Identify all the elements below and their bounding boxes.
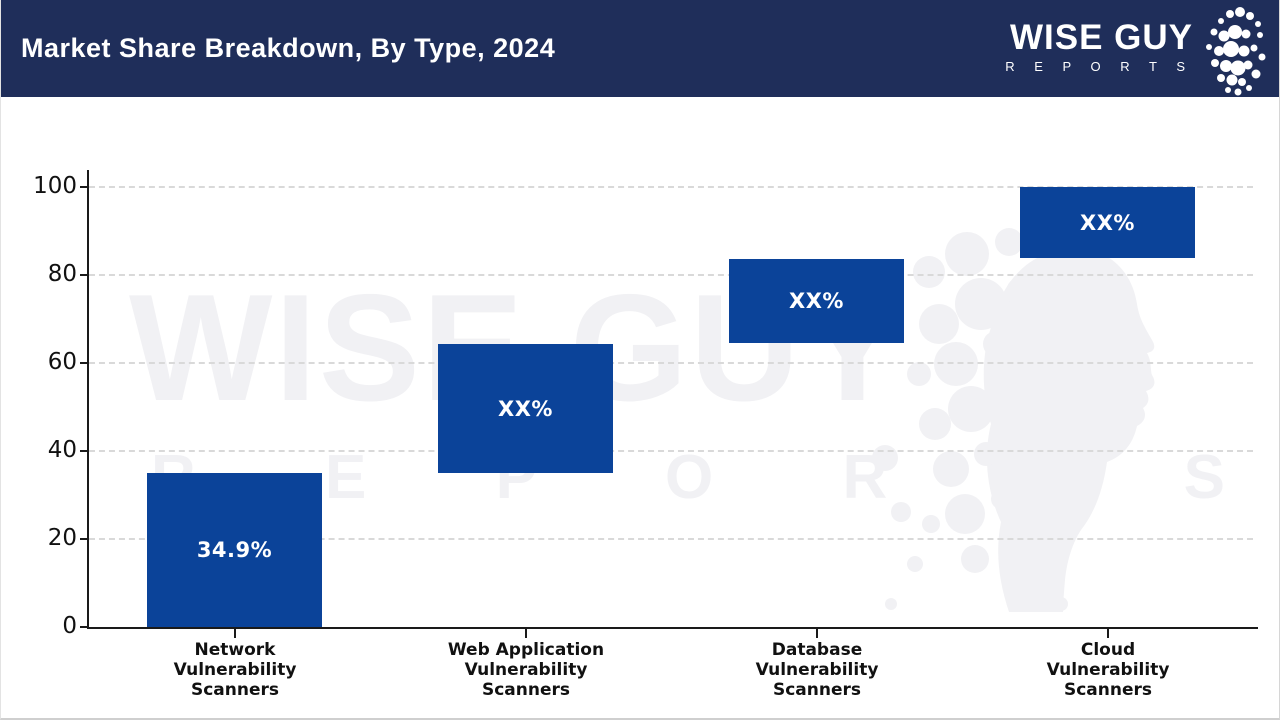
gridline-80 <box>89 274 1253 276</box>
category-label: Database Vulnerability Scanners <box>755 640 879 700</box>
y-tick-label-0: 0 <box>62 613 77 639</box>
y-tick-label-60: 60 <box>47 349 77 375</box>
x-tick <box>234 629 236 638</box>
y-tick-60 <box>80 362 88 364</box>
bar-segment: XX% <box>1020 187 1195 258</box>
y-tick-80 <box>80 274 88 276</box>
gridline-40 <box>89 450 1253 452</box>
chart-title: Market Share Breakdown, By Type, 2024 <box>21 33 556 63</box>
header-bar: Market Share Breakdown, By Type, 2024 WI… <box>1 0 1279 97</box>
x-tick <box>1107 629 1109 638</box>
x-tick <box>525 629 527 638</box>
gridline-100 <box>89 186 1253 188</box>
y-tick-0 <box>80 626 88 628</box>
bar-value-label: XX% <box>789 289 844 313</box>
brand-head-icon <box>1206 7 1266 96</box>
y-tick-label-100: 100 <box>33 173 77 199</box>
gridline-60 <box>89 362 1253 364</box>
y-tick-20 <box>80 538 88 540</box>
category-label: Web Application Vulnerability Scanners <box>447 640 605 700</box>
category-label: Cloud Vulnerability Scanners <box>1046 640 1170 700</box>
y-tick-label-40: 40 <box>47 437 77 463</box>
bar-value-label: XX% <box>1080 210 1135 235</box>
y-tick-label-80: 80 <box>47 261 77 287</box>
category-label: Network Vulnerability Scanners <box>173 640 297 700</box>
watermark-head-icon <box>872 227 1155 612</box>
logo-wordmark: WISE GUY R E P O R T S <box>1005 20 1193 76</box>
x-tick <box>816 629 818 638</box>
y-tick-label-20: 20 <box>47 525 77 551</box>
y-tick-40 <box>80 450 88 452</box>
brand-logo: WISE GUY R E P O R T S <box>1005 0 1279 97</box>
y-tick-100 <box>80 186 88 188</box>
bar-segment: 34.9% <box>147 473 322 627</box>
bar-segment: XX% <box>438 344 613 473</box>
logo-wordmark-primary: WISE GUY <box>1009 18 1193 57</box>
bar-value-label: XX% <box>498 396 553 421</box>
logo-wordmark-secondary: R E P O R T S <box>1005 59 1193 74</box>
bar-value-label: 34.9% <box>196 538 273 562</box>
y-axis-spine <box>87 170 89 629</box>
gridline-20 <box>89 538 1253 540</box>
bar-segment: XX% <box>729 259 904 343</box>
x-axis-spine <box>87 627 1258 629</box>
